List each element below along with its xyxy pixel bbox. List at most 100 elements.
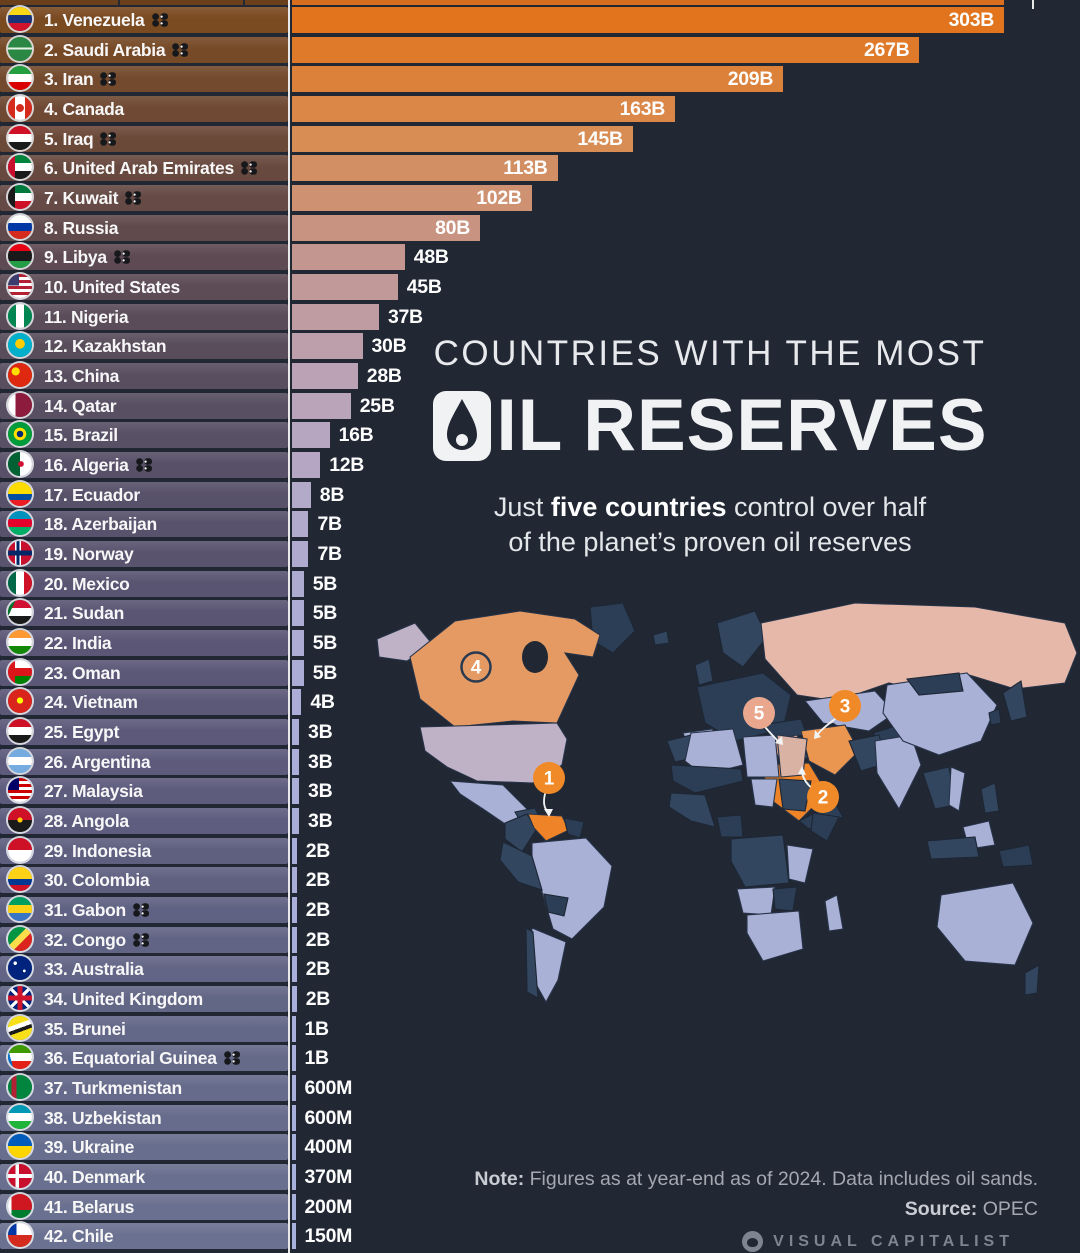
reserve-bar — [292, 1015, 296, 1042]
flag-kazakhstan-icon — [8, 333, 32, 358]
source-label: Source: — [904, 1198, 978, 1220]
country-label-cell: 5. Iraq — [0, 125, 288, 152]
country-label-cell: 30. Colombia — [0, 867, 288, 894]
marker-1-arrowhead — [544, 809, 553, 817]
country-label: 25. Egypt — [44, 722, 120, 743]
chart-row: 10. United States 45B — [0, 274, 1080, 301]
map-marker-5: 5 — [743, 697, 775, 729]
country-label: 8. Russia — [44, 217, 119, 238]
flag-indonesia-icon — [8, 837, 32, 862]
country-label: 6. United Arab Emirates — [44, 155, 258, 181]
country-label-cell: 34. United Kingdom — [0, 986, 288, 1013]
reserve-value: 209B — [727, 68, 774, 91]
chart-row: 9. Libya 48B — [0, 244, 1080, 271]
flag-uzbekistan-icon — [8, 1104, 32, 1129]
reserve-bar — [292, 897, 297, 924]
reserve-bar — [292, 1193, 296, 1220]
country-label-cell: 6. United Arab Emirates — [0, 155, 288, 182]
country-label: 28. Angola — [44, 811, 129, 832]
country-label: 12. Kazakhstan — [44, 336, 167, 357]
chart-row: 25. Egypt 3B — [0, 719, 1080, 746]
flag-egypt-icon — [8, 719, 32, 744]
country-label-cell: 10. United States — [0, 274, 288, 301]
reserve-bar — [292, 244, 405, 271]
country-label-cell: 13. China — [0, 363, 288, 390]
map-china — [882, 672, 998, 756]
reserve-value: 2B — [305, 958, 331, 981]
map-scandinavia — [716, 610, 768, 668]
reserve-bar — [292, 719, 300, 746]
flag-gabon-icon — [8, 897, 32, 922]
country-label-cell: 12. Kazakhstan — [0, 333, 288, 360]
reserve-value: 45B — [406, 276, 442, 299]
reserve-bar — [292, 363, 358, 390]
reserve-bar — [292, 274, 398, 301]
country-label: 1. Venezuela — [44, 7, 169, 33]
chart-row: 4. Canada 163B — [0, 96, 1080, 122]
map-japan — [1002, 680, 1028, 722]
title-block: COUNTRIES WITH THE MOST IL RESERVES Just… — [360, 334, 1060, 560]
reserve-value: 12B — [329, 454, 365, 477]
chart-row: 31. Gabon 2B — [0, 897, 1080, 924]
flag-kuwait-icon — [8, 185, 32, 210]
reserve-bar — [292, 748, 300, 775]
reserve-bar — [292, 1223, 296, 1250]
page-title: IL RESERVES — [360, 388, 1060, 464]
reserve-value: 28B — [366, 365, 402, 388]
map-country-russia — [760, 602, 1078, 702]
marker-5-arrowhead — [775, 736, 783, 745]
opec-icon — [172, 42, 189, 57]
country-label-cell: 19. Norway — [0, 541, 288, 568]
opec-icon — [135, 458, 152, 472]
map-india — [874, 734, 922, 811]
country-label: 17. Ecuador — [44, 484, 140, 505]
map-marker-4: 4 — [460, 651, 492, 683]
flag-usa-icon — [8, 274, 32, 299]
country-label: 34. United Kingdom — [44, 989, 203, 1010]
reserve-bar — [292, 481, 311, 508]
map-indonesia — [926, 836, 980, 860]
reserve-bar — [292, 125, 633, 152]
reserve-value: 2B — [305, 899, 331, 922]
marker-3-arrow — [817, 718, 836, 735]
country-label-cell: 35. Brunei — [0, 1015, 288, 1042]
chart-row: 26. Argentina 3B — [0, 748, 1080, 775]
reserve-bar — [292, 303, 379, 330]
reserve-bar — [292, 1075, 296, 1102]
chart-row: 1. Venezuela 303B — [0, 7, 1080, 33]
chart-row: 20. Mexico 5B — [0, 570, 1080, 597]
marker-2-arrowhead — [798, 766, 806, 775]
chart-row: 14. Qatar 25B — [0, 392, 1080, 419]
country-label: 39. Ukraine — [44, 1137, 135, 1158]
country-label: 19. Norway — [44, 544, 134, 565]
map-vietnam — [948, 766, 966, 812]
country-label-cell: 32. Congo — [0, 926, 288, 953]
country-label-cell: 27. Malaysia — [0, 778, 288, 805]
flag-canada-icon — [8, 96, 32, 120]
visual-capitalist-logo-icon — [742, 1231, 764, 1252]
chart-row: 42. Chile 150M — [0, 1223, 1080, 1250]
country-label: 9. Libya — [44, 244, 131, 270]
subtitle-post: control over half — [726, 492, 927, 522]
flag-angola-icon — [8, 808, 32, 833]
flag-qatar-icon — [8, 392, 32, 417]
chart-row: 15. Brazil 16B — [0, 422, 1080, 449]
chart-row: 35. Brunei 1B — [0, 1015, 1080, 1042]
flag-brunei-icon — [8, 1015, 32, 1040]
reserve-value: 1B — [304, 1047, 330, 1070]
country-label-cell: 22. India — [0, 630, 288, 657]
flag-sudan-icon — [8, 600, 32, 625]
chart-row: 28. Angola 3B — [0, 808, 1080, 835]
flag-iraq-icon — [8, 125, 32, 150]
top-strip-tick-right — [1032, 0, 1034, 9]
country-label-cell: 3. Iran — [0, 66, 288, 93]
reserve-bar — [292, 570, 304, 597]
country-label: 2. Saudi Arabia — [44, 37, 189, 63]
country-label-cell: 17. Ecuador — [0, 481, 288, 508]
reserve-bar — [292, 600, 304, 627]
country-label-cell: 4. Canada — [0, 96, 288, 122]
map-libya — [742, 734, 780, 778]
reserve-value: 2B — [305, 988, 331, 1011]
opec-icon — [223, 1051, 240, 1066]
